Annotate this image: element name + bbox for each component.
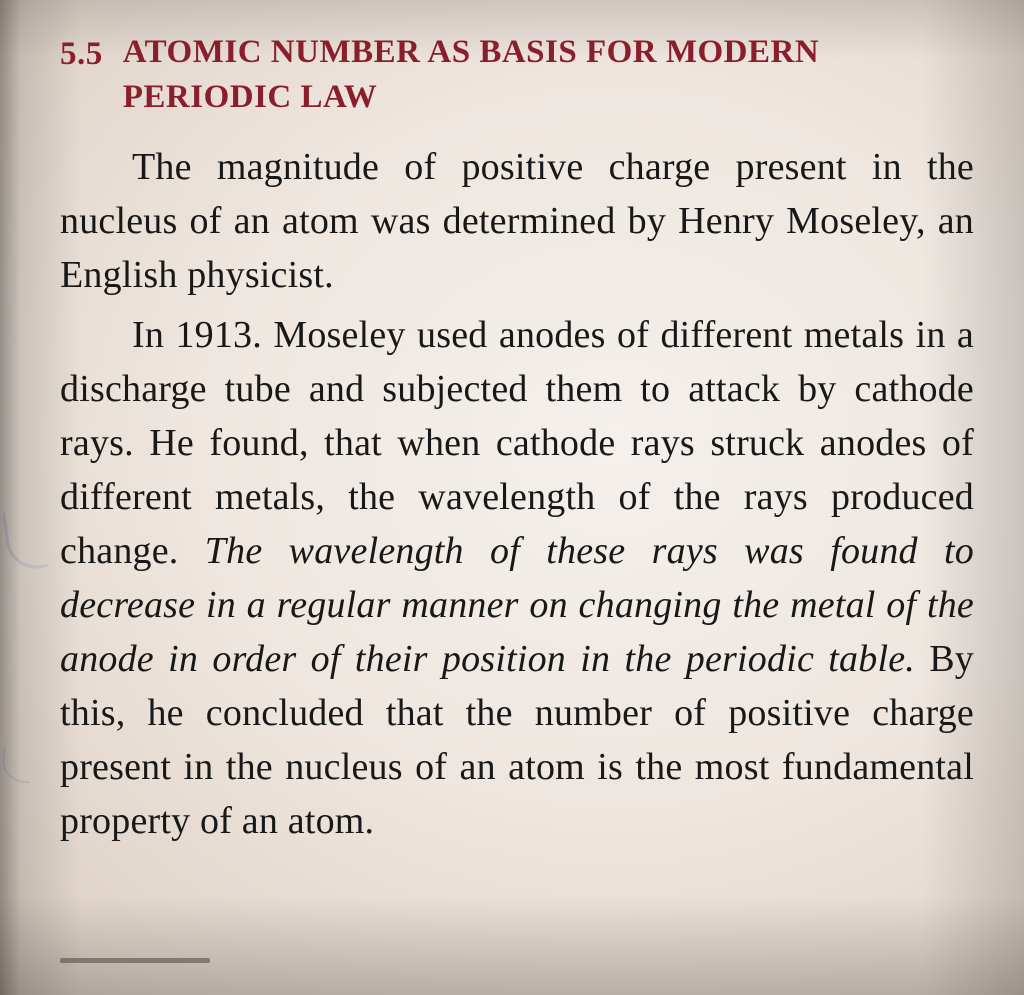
section-title: ATOMIC NUMBER AS BASIS FOR MODERN PERIOD… bbox=[123, 30, 974, 119]
textbook-page: 5.5 ATOMIC NUMBER AS BASIS FOR MODERN PE… bbox=[0, 0, 1024, 995]
paragraph-1: The magnitude of positive charge present… bbox=[60, 141, 974, 303]
body-text: The magnitude of positive charge present… bbox=[60, 141, 974, 848]
section-number: 5.5 bbox=[60, 30, 103, 73]
section-heading: 5.5 ATOMIC NUMBER AS BASIS FOR MODERN PE… bbox=[60, 30, 974, 119]
paragraph-2: In 1913. Moseley used anodes of differen… bbox=[60, 309, 974, 849]
separator-rule bbox=[60, 958, 210, 963]
